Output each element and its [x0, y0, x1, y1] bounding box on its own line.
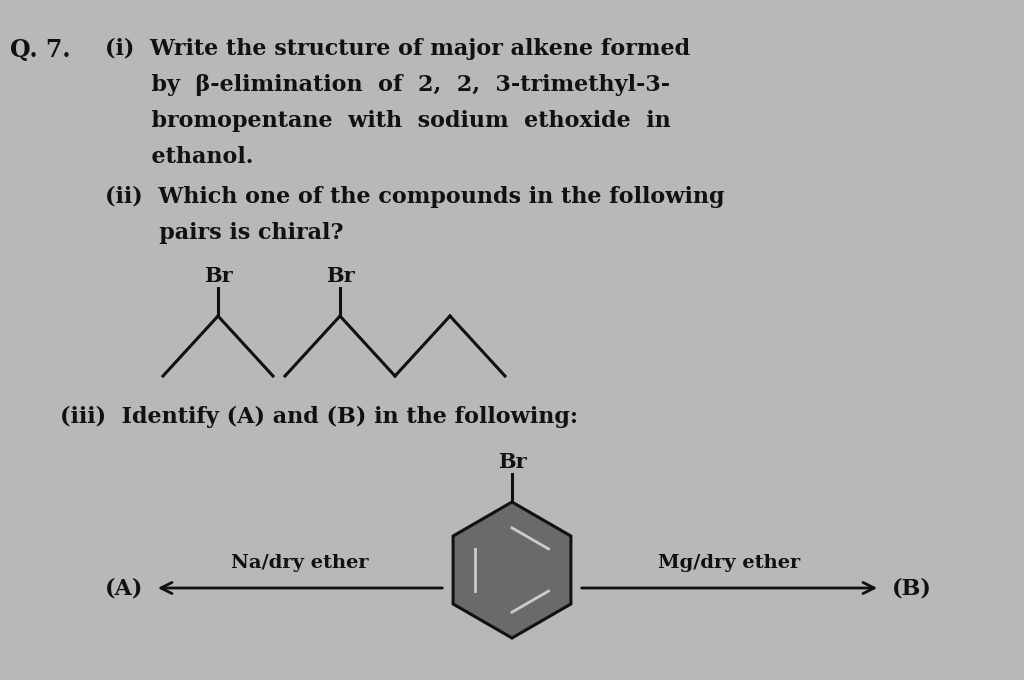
Text: by  β-elimination  of  2,  2,  3-trimethyl-3-: by β-elimination of 2, 2, 3-trimethyl-3- — [105, 74, 670, 96]
Text: Br: Br — [498, 452, 526, 472]
Text: (iii)  Identify (A) and (B) in the following:: (iii) Identify (A) and (B) in the follow… — [60, 406, 578, 428]
Text: (i)  Write the structure of major alkene formed: (i) Write the structure of major alkene … — [105, 38, 690, 60]
Text: Mg/dry ether: Mg/dry ether — [658, 554, 801, 572]
Text: (A): (A) — [104, 577, 143, 599]
Polygon shape — [453, 502, 571, 638]
Text: bromopentane  with  sodium  ethoxide  in: bromopentane with sodium ethoxide in — [105, 110, 671, 132]
Text: ethanol.: ethanol. — [105, 146, 253, 168]
Text: (B): (B) — [892, 577, 932, 599]
Text: (ii)  Which one of the compounds in the following: (ii) Which one of the compounds in the f… — [105, 186, 725, 208]
Text: Q. 7.: Q. 7. — [10, 38, 71, 62]
Text: Na/dry ether: Na/dry ether — [231, 554, 369, 572]
Text: pairs is chiral?: pairs is chiral? — [105, 222, 343, 244]
Text: Br: Br — [326, 266, 354, 286]
Text: Br: Br — [204, 266, 232, 286]
